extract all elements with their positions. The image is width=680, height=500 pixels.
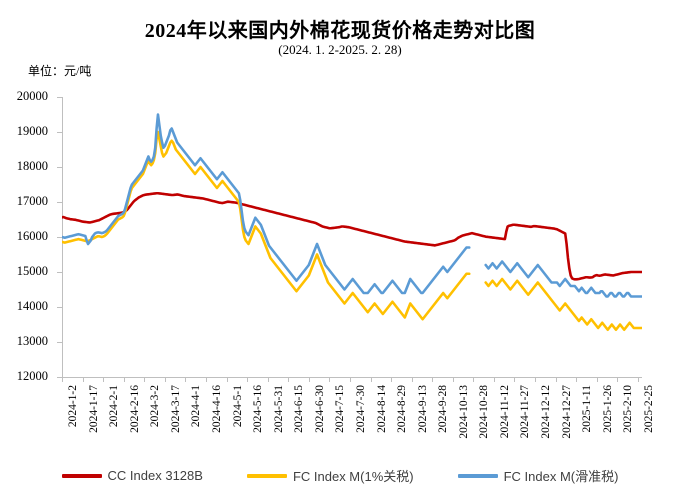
legend-item-2[interactable]: FC Index M(1%关税)	[246, 466, 414, 485]
x-axis-tick-mark	[596, 377, 598, 382]
chart-title: 2024年以来国内外棉花现货价格走势对比图	[144, 20, 536, 42]
chart-legend: CC Index 3128B FC Index M(1%关税) FC Index M…	[0, 466, 680, 485]
x-axis-tick-label: 2024-2-1	[108, 385, 121, 428]
y-axis-tick-mark	[57, 167, 62, 168]
x-axis-tick-label: 2024-5-16	[252, 385, 265, 433]
legend-label: FC Index M(滑准税)	[503, 469, 619, 484]
series-line	[62, 113, 471, 295]
x-axis-tick-mark	[555, 377, 557, 382]
x-axis-tick-mark	[288, 377, 290, 382]
y-axis-tick-label: 15000	[16, 264, 48, 278]
x-axis-tick-mark	[82, 377, 84, 382]
x-axis-tick-label: 2024-7-30	[354, 385, 367, 433]
y-axis-tick-mark	[57, 132, 62, 133]
y-axis-tick-label: 12000	[16, 369, 48, 383]
x-axis-tick-mark	[329, 377, 331, 382]
x-axis-tick-mark	[62, 377, 63, 382]
series-line	[62, 130, 471, 321]
y-axis-tick-label: 18000	[16, 159, 48, 173]
x-axis-tick-mark	[514, 377, 516, 382]
y-axis-tick-mark	[57, 97, 62, 98]
legend-item-1[interactable]: CC Index 3128B	[61, 468, 203, 483]
x-axis-tick-label: 2025-2-25	[642, 385, 655, 433]
x-axis-tick-mark	[432, 377, 434, 382]
x-axis-tick-mark	[123, 377, 125, 382]
x-axis-tick-mark	[103, 377, 105, 382]
y-axis-unit-label: 单位：元/吨	[28, 64, 92, 78]
x-axis-tick-mark	[247, 377, 249, 382]
x-axis-tick-mark	[493, 377, 495, 382]
x-axis-line	[62, 377, 642, 378]
x-axis-tick-mark	[535, 377, 537, 382]
x-axis-tick-label: 2024-6-15	[293, 385, 306, 433]
x-axis-tick-label: 2024-8-14	[375, 385, 388, 433]
y-axis-tick-mark	[57, 272, 62, 273]
x-axis-tick-label: 2024-9-28	[437, 385, 450, 433]
y-axis-tick-mark	[57, 342, 62, 343]
y-axis-tick-mark	[57, 377, 62, 378]
x-axis-tick-label: 2024-11-12	[498, 385, 511, 439]
x-axis-tick-mark	[267, 377, 269, 382]
x-axis-tick-label: 2024-10-28	[478, 385, 491, 439]
y-axis-tick-label: 17000	[16, 194, 48, 208]
x-axis-tick-label: 2024-1-2	[67, 385, 79, 428]
y-axis-tick-label: 14000	[16, 299, 48, 313]
x-axis-tick-label: 2024-8-29	[396, 385, 409, 433]
x-axis-tick-label: 2024-11-27	[519, 385, 532, 439]
y-axis-tick-label: 20000	[16, 89, 48, 103]
y-axis-tick-label: 16000	[16, 229, 48, 243]
y-axis-tick-label: 13000	[16, 334, 48, 348]
x-axis-tick-mark	[411, 377, 413, 382]
x-axis-tick-label: 2024-10-13	[457, 385, 470, 439]
x-axis-tick-mark	[308, 377, 310, 382]
legend-color-swatch	[457, 473, 498, 478]
legend-item-3[interactable]: FC Index M(滑准税)	[457, 466, 619, 485]
x-axis-tick-mark	[144, 377, 146, 382]
x-axis-tick-mark	[349, 377, 351, 382]
x-axis-tick-mark	[205, 377, 207, 382]
x-axis-tick-label: 2024-5-1	[231, 385, 244, 428]
x-axis-tick-label: 2024-4-16	[210, 385, 223, 433]
series-line	[484, 277, 642, 332]
x-axis-tick-label: 2025-1-26	[601, 385, 614, 433]
x-axis-tick-label: 2024-12-27	[560, 385, 573, 439]
x-axis-tick-mark	[164, 377, 166, 382]
legend-label: CC Index 3128B	[107, 468, 203, 483]
legend-color-swatch	[246, 473, 287, 478]
x-axis-tick-mark	[452, 377, 454, 382]
x-axis-tick-mark	[617, 377, 619, 382]
x-axis-tick-mark	[185, 377, 187, 382]
x-axis-tick-label: 2024-12-12	[540, 385, 553, 439]
x-axis-tick-mark	[391, 377, 393, 382]
x-axis-tick-mark	[226, 377, 228, 382]
series-line	[484, 260, 642, 298]
x-axis-tick-mark	[473, 377, 475, 382]
y-axis-tick-mark	[57, 202, 62, 203]
y-axis-tick-mark	[57, 307, 62, 308]
legend-label: FC Index M(1%关税)	[292, 469, 414, 484]
x-axis-tick-label: 2024-5-31	[272, 385, 285, 433]
series-line	[62, 191, 642, 281]
chart-subtitle: (2024. 1. 2-2025. 2. 28)	[278, 42, 402, 57]
y-axis-tick-label: 19000	[16, 124, 48, 138]
legend-color-swatch	[61, 473, 102, 478]
plot-area	[62, 97, 642, 377]
x-axis-tick-label: 2024-4-1	[190, 385, 203, 428]
series-lines	[62, 113, 642, 332]
x-axis-tick-mark	[637, 377, 639, 382]
x-axis-tick-label: 2024-2-16	[128, 385, 141, 433]
y-axis-tick-mark	[57, 237, 62, 238]
x-axis-tick-label: 2025-1-11	[581, 385, 594, 433]
x-axis-tick-label: 2024-7-15	[334, 385, 347, 433]
x-axis-tick-label: 2024-3-17	[169, 385, 182, 433]
x-axis-tick-label: 2024-3-2	[149, 385, 162, 428]
x-axis-tick-label: 2025-2-10	[622, 385, 635, 433]
x-axis-tick-label: 2024-9-13	[416, 385, 429, 433]
x-axis-tick-label: 2024-6-30	[313, 385, 326, 433]
x-axis-tick-mark	[370, 377, 372, 382]
x-axis-tick-label: 2024-1-17	[87, 385, 100, 433]
x-axis-tick-mark	[576, 377, 578, 382]
